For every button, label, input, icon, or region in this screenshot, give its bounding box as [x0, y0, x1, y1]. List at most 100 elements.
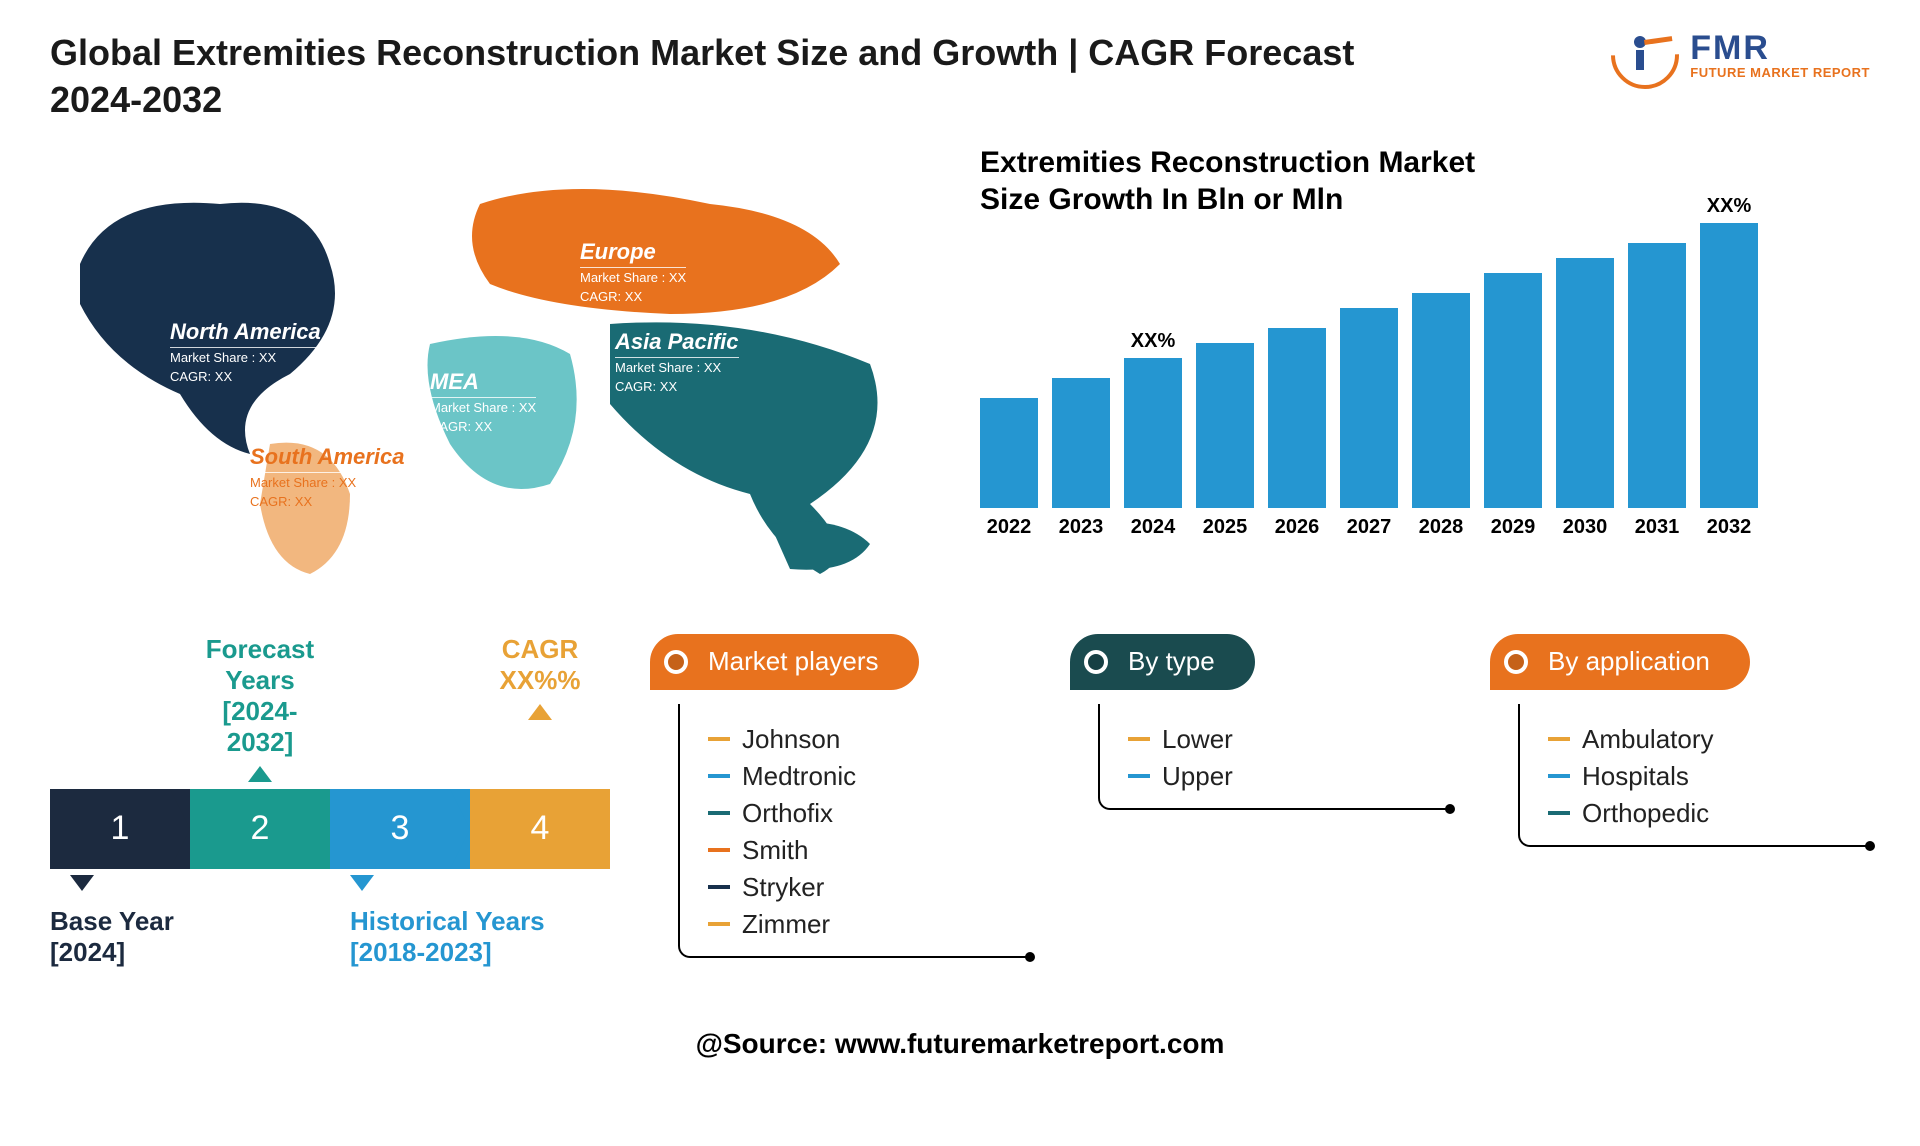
- category-item-label: Stryker: [742, 872, 824, 903]
- category-item: Lower: [1128, 724, 1430, 755]
- forecast-years-label: Forecast Years [2024-2032]: [190, 634, 330, 789]
- bar-label: 2031: [1635, 516, 1680, 539]
- world-map: North AmericaMarket Share : XXCAGR: XX So…: [50, 144, 950, 584]
- category-card: By type Lower Upper: [1070, 634, 1450, 968]
- bar-chart-section: Extremities Reconstruction Market Size G…: [980, 144, 1870, 584]
- bar-group: XX%2032: [1700, 223, 1758, 539]
- bar-group: 2025: [1196, 343, 1254, 539]
- bar-annotation: XX%: [1131, 330, 1175, 353]
- cagr-label: CAGR XX%%: [470, 634, 610, 789]
- timeline-seg-1: 1: [50, 789, 190, 869]
- category-item: Johnson: [708, 724, 1010, 755]
- timeline-seg-3: 3: [330, 789, 470, 869]
- bar-group: 2031: [1628, 243, 1686, 539]
- bar-label: 2023: [1059, 516, 1104, 539]
- category-card: By application Ambulatory Hospitals Orthope…: [1490, 634, 1870, 968]
- category-list: Johnson Medtronic Orthofix Smith Stryker Zimm…: [678, 704, 1030, 958]
- map-region-label: EuropeMarket Share : XXCAGR: XX: [580, 239, 686, 304]
- bar-group: 2030: [1556, 258, 1614, 539]
- timeline-bar: 1 2 3 4: [50, 789, 610, 869]
- logo-text: FMR FUTURE MARKET REPORT: [1690, 31, 1870, 80]
- tick-icon: [1548, 737, 1570, 741]
- bullet-icon: [1084, 650, 1108, 674]
- bar: [1196, 343, 1254, 508]
- source-attribution: @Source: www.futuremarketreport.com: [50, 1028, 1870, 1060]
- bullet-icon: [664, 650, 688, 674]
- category-list: Ambulatory Hospitals Orthopedic: [1518, 704, 1870, 847]
- tick-icon: [708, 737, 730, 741]
- bar: [1268, 328, 1326, 508]
- timeline-seg-4: 4: [470, 789, 610, 869]
- bar-label: 2030: [1563, 516, 1608, 539]
- historical-years-label: Historical Years [2018-2023]: [310, 906, 570, 968]
- bar-label: 2029: [1491, 516, 1536, 539]
- category-pill: By application: [1490, 634, 1750, 690]
- category-item-label: Hospitals: [1582, 761, 1689, 792]
- base-year-label: Base Year [2024]: [50, 906, 310, 968]
- bar-annotation: XX%: [1707, 195, 1751, 218]
- bar: [1412, 293, 1470, 508]
- category-item-label: Orthofix: [742, 798, 833, 829]
- map-region-label: South AmericaMarket Share : XXCAGR: XX: [250, 444, 404, 509]
- bar-group: 2023: [1052, 378, 1110, 539]
- map-region-label: MEAMarket Share : XXCAGR: XX: [430, 369, 536, 434]
- tick-icon: [1548, 811, 1570, 815]
- category-pill: Market players: [650, 634, 919, 690]
- category-item-label: Smith: [742, 835, 808, 866]
- category-card: Market players Johnson Medtronic Orthofix Sm…: [650, 634, 1030, 968]
- logo: FMR FUTURE MARKET REPORT: [1610, 20, 1870, 90]
- category-item: Stryker: [708, 872, 1010, 903]
- bar-group: 2027: [1340, 308, 1398, 539]
- tick-icon: [1128, 737, 1150, 741]
- category-item: Orthofix: [708, 798, 1010, 829]
- tick-icon: [708, 774, 730, 778]
- category-item: Medtronic: [708, 761, 1010, 792]
- category-item: Smith: [708, 835, 1010, 866]
- category-item-label: Orthopedic: [1582, 798, 1709, 829]
- bar: [1124, 358, 1182, 508]
- bar-label: 2024: [1131, 516, 1176, 539]
- map-region-label: Asia PacificMarket Share : XXCAGR: XX: [615, 329, 739, 394]
- bar-label: 2027: [1347, 516, 1392, 539]
- bullet-icon: [1504, 650, 1528, 674]
- category-title: By type: [1128, 646, 1215, 677]
- bar-group: XX%2024: [1124, 358, 1182, 539]
- tick-icon: [1128, 774, 1150, 778]
- bar-label: 2025: [1203, 516, 1248, 539]
- category-title: Market players: [708, 646, 879, 677]
- category-item: Ambulatory: [1548, 724, 1850, 755]
- bar: [1052, 378, 1110, 508]
- bar-label: 2026: [1275, 516, 1320, 539]
- category-item-label: Zimmer: [742, 909, 830, 940]
- bar: [1484, 273, 1542, 508]
- page-title: Global Extremities Reconstruction Market…: [50, 30, 1450, 124]
- bar: [1340, 308, 1398, 508]
- category-title: By application: [1548, 646, 1710, 677]
- category-pill: By type: [1070, 634, 1255, 690]
- category-item: Hospitals: [1548, 761, 1850, 792]
- category-item: Upper: [1128, 761, 1430, 792]
- bar-label: 2028: [1419, 516, 1464, 539]
- tick-icon: [708, 848, 730, 852]
- timeline: Forecast Years [2024-2032] CAGR XX%% 1 2…: [50, 634, 610, 968]
- category-item-label: Lower: [1162, 724, 1233, 755]
- timeline-seg-2: 2: [190, 789, 330, 869]
- category-list: Lower Upper: [1098, 704, 1450, 810]
- tick-icon: [708, 922, 730, 926]
- bar-group: 2026: [1268, 328, 1326, 539]
- bar: [1556, 258, 1614, 508]
- bar-chart: 20222023XX%20242025202620272028202920302…: [980, 239, 1870, 539]
- category-item-label: Upper: [1162, 761, 1233, 792]
- category-item: Zimmer: [708, 909, 1010, 940]
- tick-icon: [1548, 774, 1570, 778]
- bar-group: 2029: [1484, 273, 1542, 539]
- category-item: Orthopedic: [1548, 798, 1850, 829]
- tick-icon: [708, 885, 730, 889]
- category-item-label: Ambulatory: [1582, 724, 1714, 755]
- bar: [1700, 223, 1758, 508]
- bar: [980, 398, 1038, 508]
- bar: [1628, 243, 1686, 508]
- telescope-person-icon: [1610, 20, 1680, 90]
- chart-title: Extremities Reconstruction Market Size G…: [980, 144, 1480, 219]
- map-region-label: North AmericaMarket Share : XXCAGR: XX: [170, 319, 321, 384]
